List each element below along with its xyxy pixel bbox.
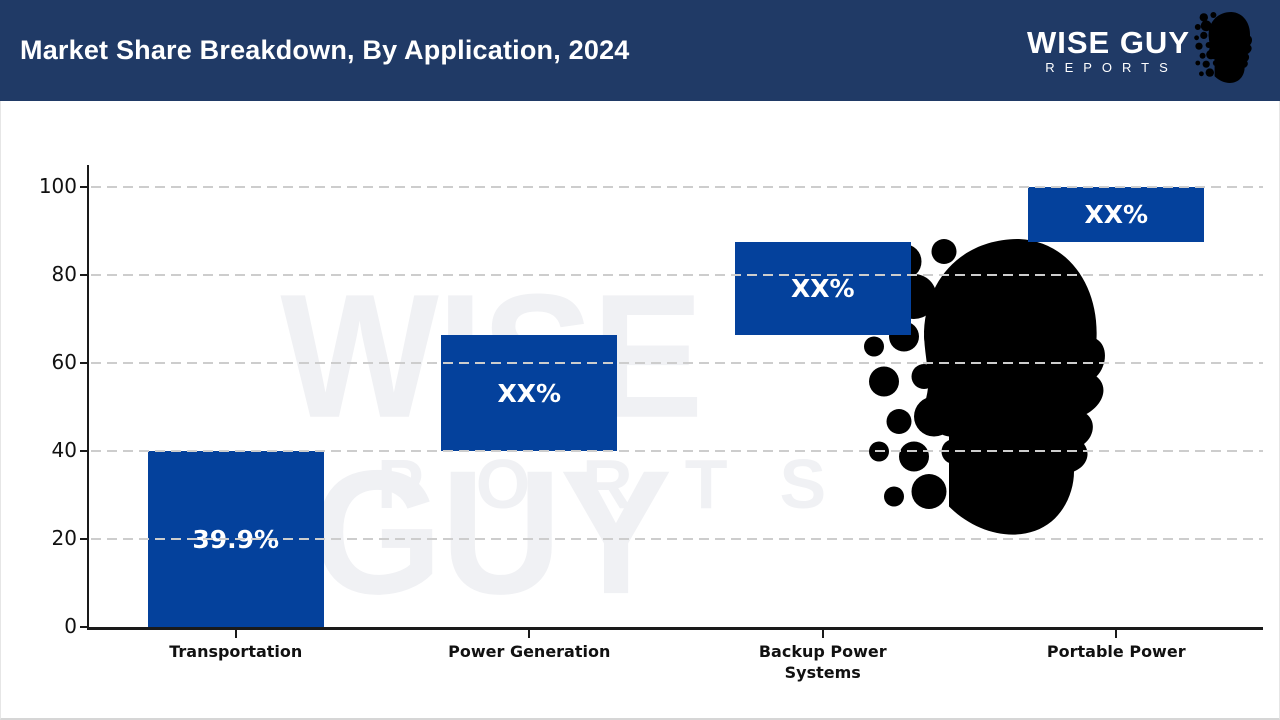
x-tick-backup-power-systems	[821, 630, 824, 638]
bar-portable-power: XX%	[1028, 187, 1205, 242]
x-tick-portable-power	[1115, 630, 1118, 638]
y-tick-label-100: 100	[38, 174, 77, 198]
y-tick-label-60: 60	[51, 350, 77, 374]
y-tick-100	[80, 186, 87, 188]
bar-backup-power-systems: XX%	[734, 242, 911, 336]
category-label-text: Transportation	[169, 642, 303, 661]
y-tick-label-40: 40	[51, 438, 77, 462]
brand-subtitle-text: REPORTS	[1045, 60, 1178, 75]
bar-value-label: XX%	[1084, 200, 1149, 229]
category-label-text: Portable Power	[1046, 642, 1186, 661]
brand-name-text: WISE GUY	[1026, 25, 1190, 60]
y-tick-label-0: 0	[64, 614, 77, 638]
x-tick-transportation	[234, 630, 237, 638]
category-label-text: Power Generation	[448, 642, 611, 661]
bar-value-label: XX%	[790, 274, 855, 304]
gridline-40	[91, 450, 1263, 452]
y-tick-0	[80, 626, 87, 628]
x-tick-power-generation	[528, 630, 531, 638]
gridline-20	[91, 538, 1263, 540]
page-title: Market Share Breakdown, By Application, …	[20, 35, 630, 65]
category-label-transportation: Transportation	[89, 642, 383, 663]
bar-power-generation: XX%	[441, 335, 618, 452]
gridline-80	[91, 274, 1263, 276]
x-axis-line	[87, 627, 1263, 630]
y-tick-20	[80, 538, 87, 540]
y-tick-80	[80, 274, 87, 276]
header-bar: Market Share Breakdown, By Application, …	[0, 0, 1280, 101]
y-tick-label-80: 80	[51, 262, 77, 286]
y-tick-40	[80, 450, 87, 452]
category-label-text: Backup Power Systems	[758, 642, 887, 682]
bar-value-label: XX%	[497, 378, 562, 408]
gridline-100	[91, 186, 1263, 188]
brand-face-icon	[1194, 11, 1253, 83]
brand-wordmark: WISE GUY REPORTS	[1027, 27, 1190, 74]
category-label-portable-power: Portable Power	[970, 642, 1264, 663]
brand-logo: WISE GUY REPORTS	[1027, 9, 1266, 93]
gridline-60	[91, 362, 1263, 364]
y-tick-label-20: 20	[51, 526, 77, 550]
chart-area: WISE GUY REPORTS 39.9%XX%XX%XX%020406080…	[0, 101, 1280, 720]
category-label-backup-power-systems: Backup Power Systems	[676, 642, 970, 684]
category-label-power-generation: Power Generation	[383, 642, 677, 663]
y-tick-60	[80, 362, 87, 364]
y-axis-line	[87, 165, 89, 630]
